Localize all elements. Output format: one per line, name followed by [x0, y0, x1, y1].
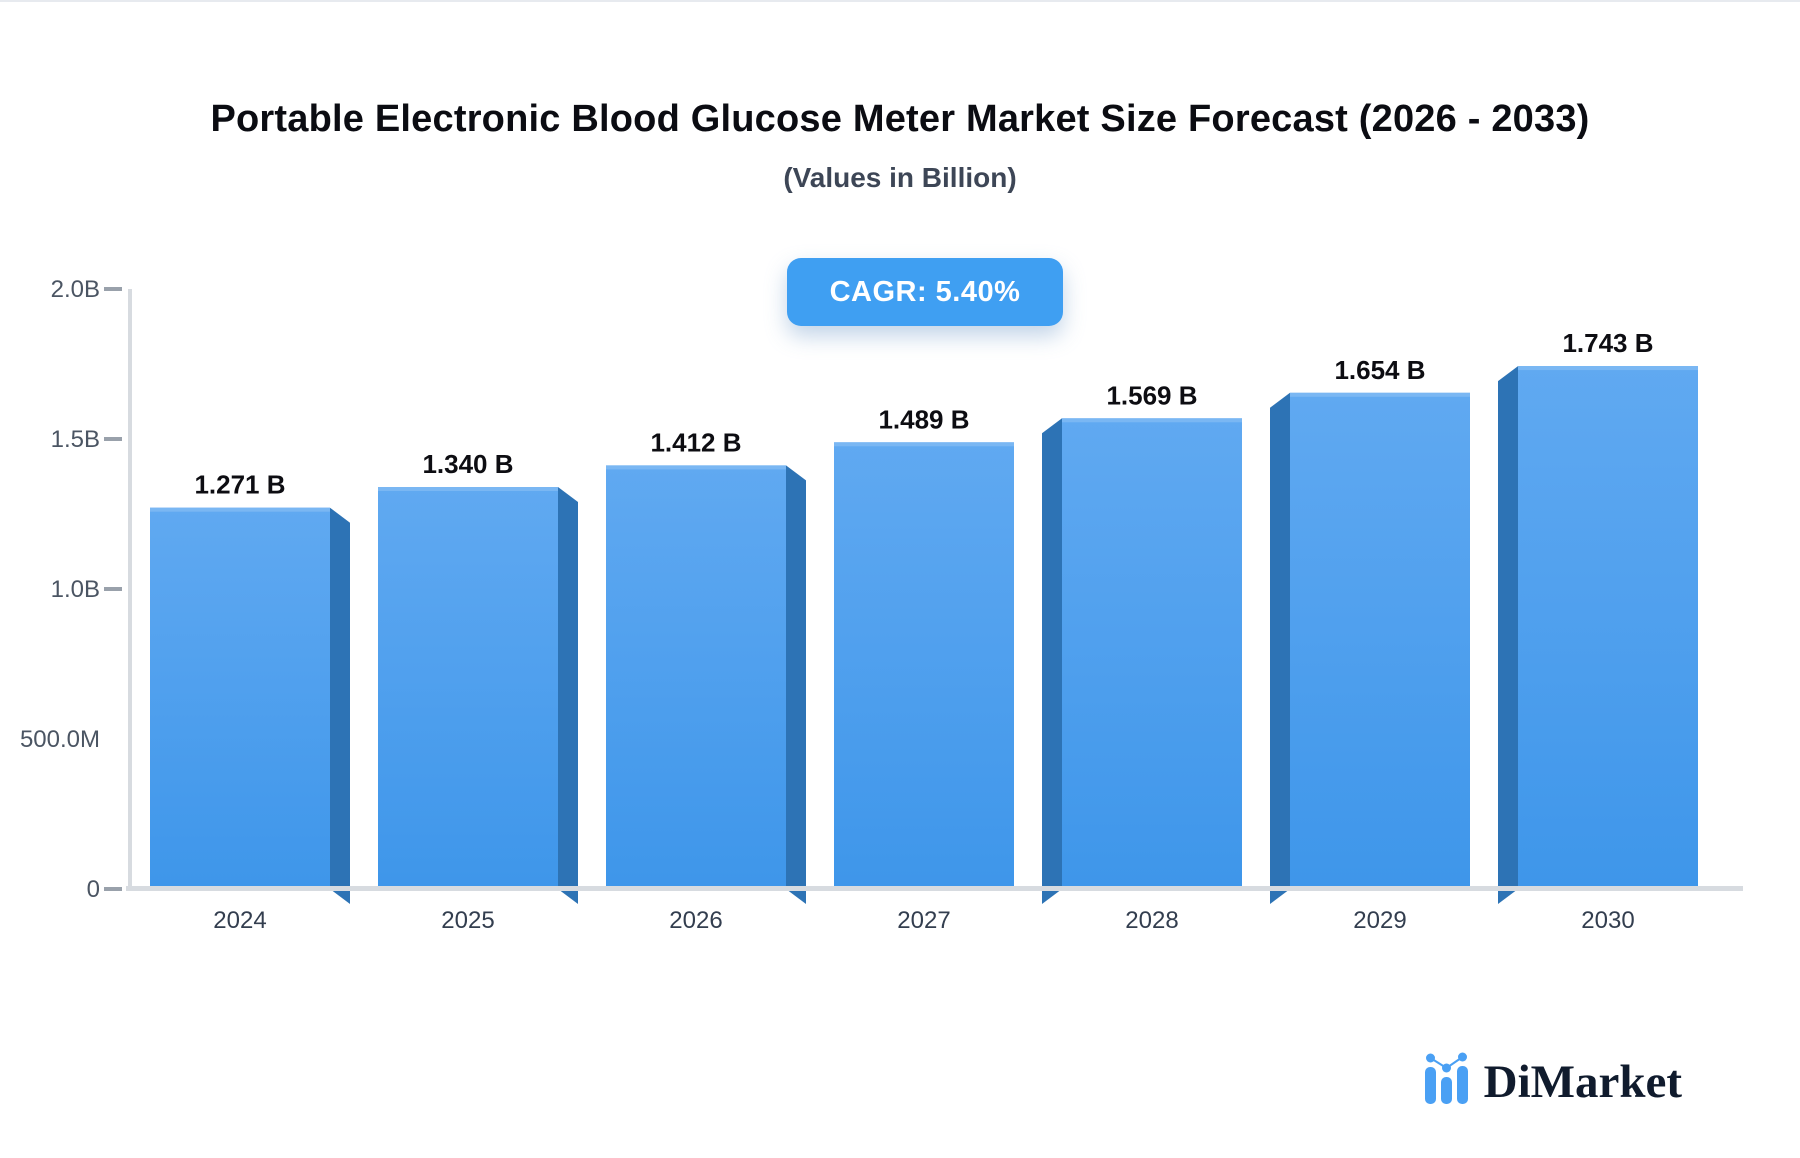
bar-top-highlight [834, 442, 1014, 447]
bar-face [1062, 418, 1242, 889]
cagr-badge: CAGR: 5.40% [787, 258, 1063, 326]
x-axis-line [126, 886, 1743, 891]
bar-value-label: 1.654 B [1334, 355, 1425, 385]
y-axis-line [128, 289, 132, 891]
y-tick-label: 2.0B [51, 276, 100, 303]
y-tick-dash [104, 887, 122, 891]
bar-side-face [1270, 392, 1290, 904]
bar-face [834, 442, 1014, 889]
bar-2028: 1.569 B 2028 [1042, 380, 1242, 934]
bar-side-face [1498, 366, 1518, 905]
bar-face [150, 507, 330, 889]
bar-2024: 1.271 B 2024 [150, 470, 350, 934]
y-tick-dash [104, 587, 122, 591]
x-axis-category-label: 2027 [897, 907, 950, 934]
x-axis-category-label: 2026 [669, 907, 722, 934]
x-axis-category-label: 2030 [1581, 907, 1634, 934]
bars: 1.271 B 2024 1.340 B 2025 1.412 B 2026 1.489 B… [150, 328, 1698, 934]
dimarket-bar-chart-icon [1424, 1052, 1468, 1104]
bar-top-highlight [1290, 392, 1470, 397]
x-axis-category-label: 2029 [1353, 907, 1406, 934]
y-axis-ticks: 2.0B 1.5B 1.0B 500.0M 0 [20, 276, 122, 903]
bar-side-face [786, 465, 806, 904]
y-tick-label: 0 [87, 876, 100, 903]
bar-2027: 1.489 B 2027 [834, 404, 1014, 934]
bar-side-face [330, 507, 350, 904]
chart-title: Portable Electronic Blood Glucose Meter … [210, 98, 1590, 140]
y-tick-dash [104, 287, 122, 291]
bar-face [378, 487, 558, 889]
bar-top-highlight [378, 487, 558, 491]
bar-value-label: 1.489 B [878, 404, 969, 434]
bar-value-label: 1.743 B [1562, 328, 1653, 358]
x-axis-category-label: 2024 [213, 907, 266, 934]
bar-face [1290, 392, 1470, 889]
bar-top-highlight [606, 465, 786, 470]
bar-2030: 1.743 B 2030 [1498, 328, 1698, 934]
y-tick-label: 1.0B [51, 576, 100, 603]
bar-value-label: 1.340 B [422, 449, 513, 479]
axes [126, 289, 1743, 891]
bar-face [1518, 366, 1698, 890]
bar-2026: 1.412 B 2026 [606, 427, 806, 934]
y-tick-label: 500.0M [20, 726, 100, 753]
brand-watermark: DiMarket [1424, 1052, 1682, 1108]
chart-subtitle: (Values in Billion) [783, 162, 1017, 193]
bar-top-highlight [150, 507, 330, 512]
x-axis-category-label: 2025 [441, 907, 494, 934]
bar-side-face [558, 487, 578, 904]
cagr-badge-label: CAGR: 5.40% [829, 275, 1021, 308]
y-tick-label: 1.5B [51, 426, 100, 453]
bar-value-label: 1.271 B [194, 470, 285, 500]
bar-top-highlight [1518, 366, 1698, 371]
bar-2025: 1.340 B 2025 [378, 449, 578, 934]
bar-top-highlight [1062, 418, 1242, 423]
bar-2029: 1.654 B 2029 [1270, 355, 1470, 934]
bar-value-label: 1.569 B [1106, 380, 1197, 410]
y-tick-dash [104, 437, 122, 441]
bar-side-face [1042, 418, 1062, 904]
bar-face [606, 465, 786, 889]
brand-name: DiMarket [1483, 1055, 1682, 1108]
bar-value-label: 1.412 B [650, 427, 741, 457]
x-axis-category-label: 2028 [1125, 907, 1178, 934]
